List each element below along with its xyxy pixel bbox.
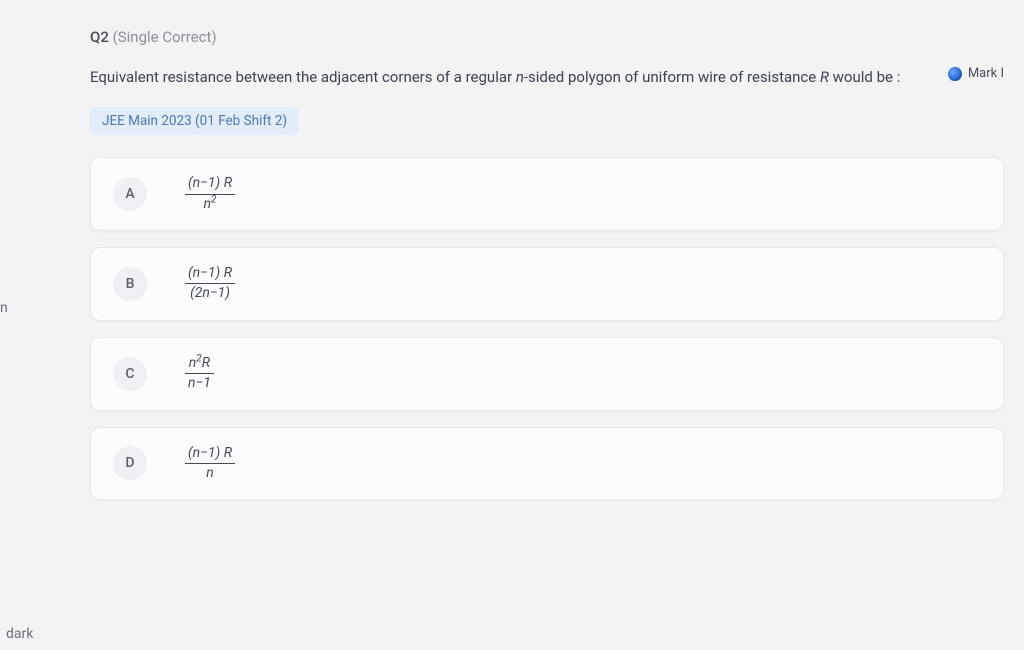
option-key-badge: D (113, 446, 147, 480)
fraction-denominator: (2n−1) (185, 284, 235, 301)
option-b[interactable]: B (n−1) R (2n−1) (90, 247, 1004, 321)
options-list: A (n−1) R n2 B (n−1) R (2n−1) C n2R (90, 157, 1004, 500)
fraction-numerator: (n−1) R (185, 446, 235, 464)
fraction: (n−1) R n (185, 446, 235, 482)
fraction-denominator: n−1 (185, 374, 214, 391)
question-header: Q2 (Single Correct) (90, 28, 1004, 46)
fraction-numerator: n2R (185, 356, 214, 374)
fraction-numerator: (n−1) R (185, 176, 235, 194)
exam-source-tag: JEE Main 2023 (01 Feb Shift 2) (90, 107, 299, 135)
question-page: Q2 (Single Correct) Equivalent resistanc… (0, 28, 1024, 500)
question-text: Equivalent resistance between the adjace… (90, 66, 900, 89)
question-number: Q2 (90, 28, 109, 46)
fraction-denominator: n (185, 464, 235, 481)
option-key-badge: A (113, 177, 147, 211)
fraction: n2R n−1 (185, 356, 214, 392)
option-body: n2R n−1 (185, 356, 214, 392)
option-body: (n−1) R n (185, 446, 235, 482)
option-d[interactable]: D (n−1) R n (90, 427, 1004, 501)
bookmark-icon (948, 67, 962, 81)
cropped-text-left: n (0, 300, 8, 316)
option-body: (n−1) R (2n−1) (185, 266, 235, 302)
option-key-badge: B (113, 267, 147, 301)
cropped-text-bottom-left: dark (6, 626, 33, 642)
mark-label: Mark I (968, 66, 1004, 81)
fraction: (n−1) R (2n−1) (185, 266, 235, 302)
option-c[interactable]: C n2R n−1 (90, 337, 1004, 411)
option-body: (n−1) R n2 (185, 176, 235, 212)
option-a[interactable]: A (n−1) R n2 (90, 157, 1004, 231)
question-type-label: (Single Correct) (113, 28, 217, 46)
mark-for-review-button[interactable]: Mark I (948, 66, 1004, 81)
fraction-numerator: (n−1) R (185, 266, 235, 284)
fraction: (n−1) R n2 (185, 176, 235, 212)
fraction-denominator: n2 (185, 195, 235, 212)
option-key-badge: C (113, 357, 147, 391)
question-row: Equivalent resistance between the adjace… (90, 66, 1004, 89)
